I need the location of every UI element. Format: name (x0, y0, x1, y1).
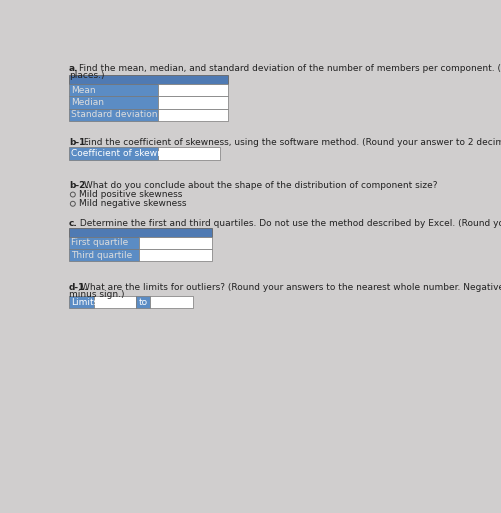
Text: Standard deviation: Standard deviation (71, 110, 157, 120)
Bar (158, 147, 219, 160)
Text: minus sign.): minus sign.) (69, 290, 124, 299)
Text: What do you conclude about the shape of the distribution of component size?: What do you conclude about the shape of … (81, 181, 437, 190)
Bar (138, 249, 212, 261)
Bar (69, 249, 138, 261)
Bar (69, 147, 158, 160)
Bar (69, 75, 227, 84)
Bar (69, 228, 212, 236)
Text: d-1.: d-1. (69, 283, 89, 292)
Bar (69, 96, 158, 109)
Bar (136, 296, 150, 308)
Text: What are the limits for outliers? (Round your answers to the nearest whole numbe: What are the limits for outliers? (Round… (81, 283, 501, 292)
Bar (158, 84, 227, 96)
Bar (158, 109, 227, 121)
Bar (94, 296, 136, 308)
Text: a.: a. (69, 64, 78, 73)
Text: b-1.: b-1. (69, 138, 89, 147)
Text: to: to (138, 298, 148, 307)
Text: Coefficient of skewness: Coefficient of skewness (71, 149, 178, 158)
Text: Mild negative skewness: Mild negative skewness (79, 199, 186, 208)
Bar (69, 296, 94, 308)
Text: Mild positive skewness: Mild positive skewness (79, 190, 182, 199)
Text: Limits: Limits (71, 298, 98, 307)
Text: Find the mean, median, and standard deviation of the number of members per compo: Find the mean, median, and standard devi… (79, 64, 501, 73)
Text: c.: c. (69, 219, 78, 228)
Text: First quartile: First quartile (71, 239, 128, 247)
Bar (138, 236, 212, 249)
Text: Mean: Mean (71, 86, 96, 95)
Bar (150, 296, 192, 308)
Bar (69, 84, 158, 96)
Bar (158, 96, 227, 109)
Text: Determine the first and third quartiles. Do not use the method described by Exce: Determine the first and third quartiles.… (77, 219, 501, 228)
Text: Median: Median (71, 98, 104, 107)
Text: places.): places.) (69, 71, 104, 80)
Text: b-2.: b-2. (69, 181, 89, 190)
Bar (69, 236, 138, 249)
Text: Third quartile: Third quartile (71, 251, 132, 260)
Bar (69, 109, 158, 121)
Text: Find the coefficient of skewness, using the software method. (Round your answer : Find the coefficient of skewness, using … (81, 138, 501, 147)
